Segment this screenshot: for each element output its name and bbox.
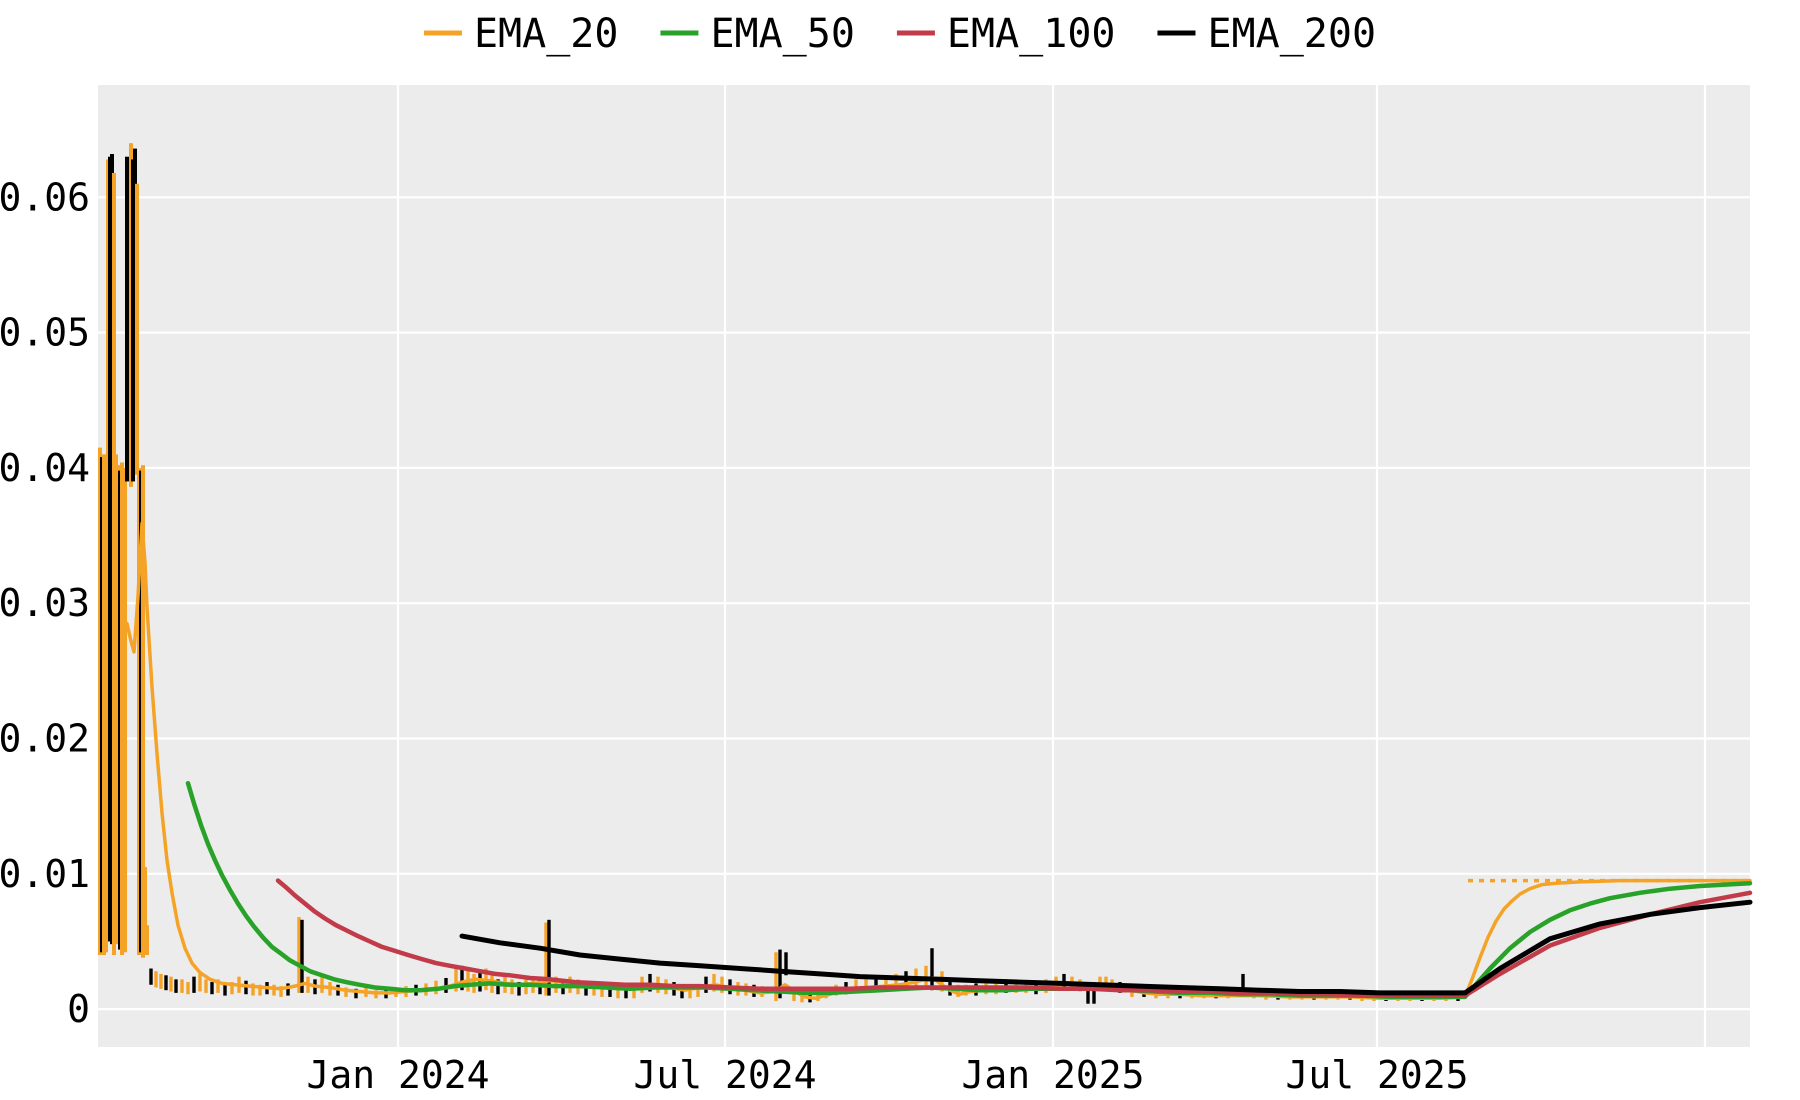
candle bbox=[712, 973, 716, 992]
candle bbox=[584, 982, 588, 996]
y-tick-label: 0.04 bbox=[0, 446, 90, 490]
candle bbox=[297, 917, 301, 993]
candle bbox=[230, 982, 234, 995]
x-tick-label: Jul 2024 bbox=[633, 1053, 816, 1097]
candle bbox=[547, 919, 551, 996]
candle bbox=[216, 979, 220, 993]
candle bbox=[517, 982, 521, 996]
candle bbox=[154, 971, 158, 988]
candle bbox=[930, 948, 934, 991]
candle bbox=[874, 976, 878, 992]
candle bbox=[854, 979, 858, 993]
candle bbox=[120, 462, 124, 955]
candle bbox=[496, 979, 500, 995]
candle bbox=[792, 990, 796, 1001]
candle bbox=[696, 986, 700, 997]
candle bbox=[1098, 976, 1102, 988]
candle bbox=[251, 983, 255, 996]
legend-label-ema_100: EMA_100 bbox=[947, 11, 1116, 57]
candle bbox=[778, 949, 782, 999]
plot-background bbox=[98, 85, 1750, 1047]
candle bbox=[800, 992, 804, 1003]
candle bbox=[164, 975, 168, 991]
candle bbox=[223, 984, 227, 996]
candle bbox=[272, 984, 276, 996]
candle bbox=[454, 968, 458, 992]
candle bbox=[186, 982, 190, 995]
candle bbox=[1241, 973, 1245, 988]
candle bbox=[198, 973, 202, 992]
candle bbox=[884, 975, 888, 992]
candle bbox=[104, 467, 108, 953]
candle bbox=[279, 986, 283, 997]
candle bbox=[149, 968, 153, 985]
candle bbox=[123, 467, 127, 953]
candle bbox=[544, 922, 548, 996]
x-tick-label: Jan 2025 bbox=[961, 1053, 1144, 1097]
candle bbox=[192, 976, 196, 993]
y-tick-label: 0 bbox=[67, 987, 90, 1031]
candle bbox=[112, 172, 116, 955]
candle bbox=[210, 982, 214, 995]
candle bbox=[632, 987, 636, 999]
candle bbox=[344, 987, 348, 997]
candle bbox=[600, 984, 604, 997]
candle bbox=[141, 465, 145, 958]
candle bbox=[680, 987, 684, 999]
ema-line-ema_200 bbox=[459, 899, 1753, 996]
candle bbox=[1104, 976, 1108, 988]
x-tick-label: Jan 2024 bbox=[306, 1053, 489, 1097]
y-tick-label: 0.06 bbox=[0, 175, 90, 219]
legend-label-ema_50: EMA_50 bbox=[710, 11, 855, 57]
candle bbox=[784, 952, 788, 976]
legend-label-ema_200: EMA_200 bbox=[1207, 11, 1376, 57]
x-tick-label: Jul 2025 bbox=[1285, 1053, 1468, 1097]
candle bbox=[145, 925, 149, 955]
candle bbox=[354, 988, 358, 999]
y-tick-label: 0.02 bbox=[0, 717, 90, 761]
candle bbox=[894, 973, 898, 991]
candle bbox=[286, 983, 290, 996]
candle bbox=[174, 979, 178, 993]
candle bbox=[300, 919, 304, 993]
candle bbox=[143, 867, 147, 950]
candle bbox=[1130, 988, 1134, 997]
candle bbox=[616, 987, 620, 999]
candle bbox=[258, 984, 262, 996]
candle bbox=[1092, 987, 1096, 1004]
candle bbox=[320, 976, 324, 993]
y-tick-label: 0.05 bbox=[0, 311, 90, 355]
candle bbox=[774, 952, 778, 1001]
candle bbox=[135, 183, 139, 475]
legend-label-ema_20: EMA_20 bbox=[474, 11, 618, 57]
ema-line-ema_100 bbox=[275, 878, 1753, 998]
y-tick-label: 0.03 bbox=[0, 581, 90, 625]
candle bbox=[169, 976, 173, 992]
candle bbox=[180, 979, 184, 993]
y-tick-label: 0.01 bbox=[0, 852, 90, 896]
candle bbox=[131, 159, 135, 482]
candle bbox=[608, 984, 612, 997]
candle bbox=[1086, 984, 1090, 1004]
candle bbox=[159, 973, 163, 989]
candle bbox=[204, 979, 208, 993]
candle bbox=[460, 965, 464, 991]
candle bbox=[688, 988, 692, 999]
candle bbox=[624, 988, 628, 999]
candle bbox=[133, 148, 137, 201]
